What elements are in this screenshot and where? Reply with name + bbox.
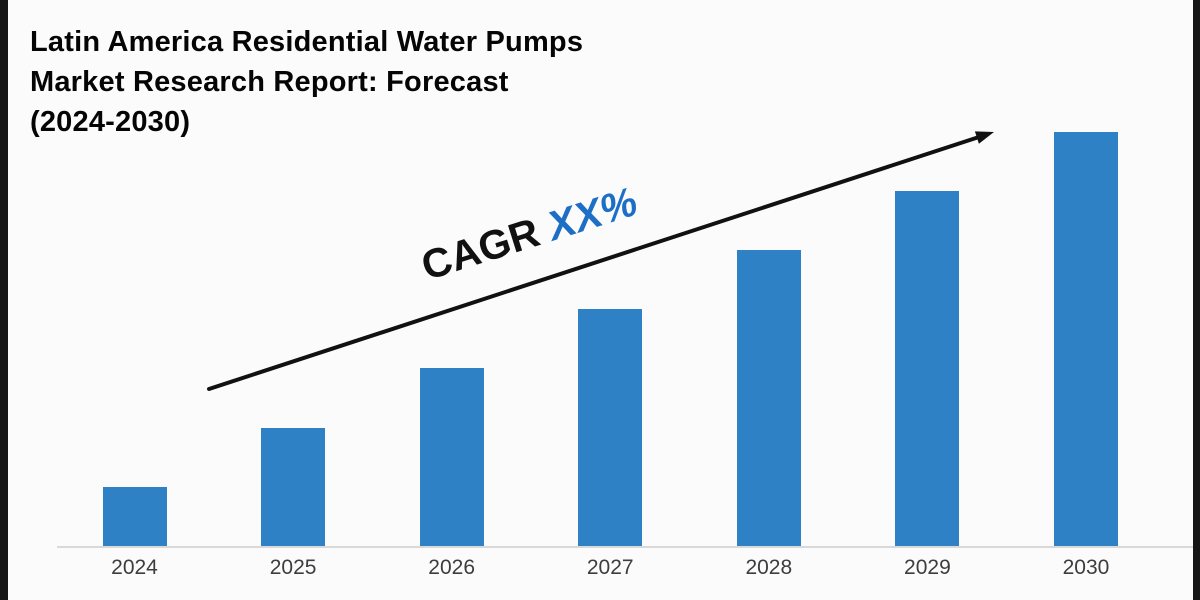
bar-2029: [895, 190, 960, 546]
bar-2030: [1053, 131, 1118, 546]
bar-2027: [578, 309, 643, 546]
x-axis-line: [57, 546, 1193, 548]
trend-arrow-head-icon: [974, 131, 994, 144]
chart-title-line-1: Latin America Residential Water Pumps: [30, 26, 584, 58]
cagr-prefix-label: CAGR: [415, 205, 556, 290]
x-axis-label-2026: 2026: [428, 556, 476, 579]
cagr-value-label: XX%: [541, 178, 643, 250]
bar-2024: [102, 486, 167, 546]
x-axis-label-2030: 2030: [1062, 556, 1110, 579]
bar-2026: [419, 368, 484, 546]
x-axis-label-2028: 2028: [745, 556, 793, 579]
x-axis-label-2029: 2029: [904, 556, 951, 579]
chart-title-line-2: Market Research Report: Forecast: [30, 66, 509, 98]
x-axis-label-2025: 2025: [269, 556, 317, 579]
x-axis-label-2027: 2027: [586, 556, 634, 579]
left-border-strip: [0, 0, 8, 600]
bar-2028: [736, 250, 801, 546]
x-axis-label-2024: 2024: [111, 556, 158, 579]
right-border-strip: [1193, 0, 1200, 600]
bar-2025: [261, 427, 326, 546]
cagr-annotation: CAGR XX%: [416, 177, 643, 290]
chart-title-line-3: (2024-2030): [30, 106, 191, 138]
chart-title: Latin America Residential Water Pumps Ma…: [30, 22, 690, 142]
